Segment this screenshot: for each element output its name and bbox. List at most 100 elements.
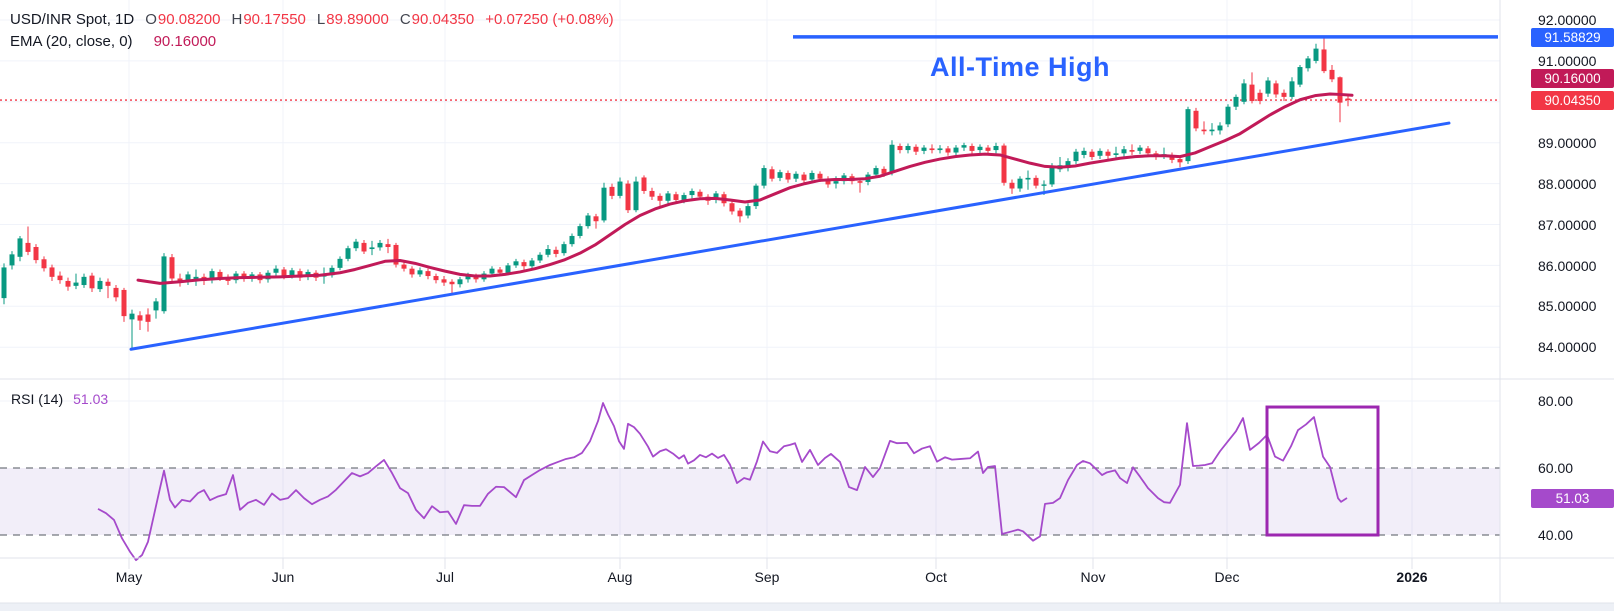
candle <box>745 203 751 219</box>
candle <box>1113 146 1119 159</box>
candle <box>65 277 71 291</box>
time-tick-label: Nov <box>1080 569 1106 585</box>
candle <box>1169 152 1175 164</box>
candle <box>1089 149 1095 160</box>
candle <box>409 266 415 278</box>
ohlc-item: H 90.17550 <box>231 11 305 28</box>
ohlc-key: L <box>316 10 326 28</box>
candle <box>273 265 279 277</box>
candle <box>121 287 127 322</box>
price-badge: 90.04350 <box>1531 90 1614 110</box>
candle <box>1265 77 1271 97</box>
trendline[interactable] <box>129 121 1451 351</box>
candle <box>1209 123 1215 136</box>
candle <box>513 258 519 268</box>
candle <box>633 176 639 213</box>
price-tick-label: 92.00000 <box>1538 12 1597 28</box>
symbol-title[interactable]: USD/INR Spot, 1D <box>10 10 135 28</box>
candle <box>993 142 999 154</box>
candle <box>1057 157 1063 173</box>
candle <box>353 238 359 252</box>
candle <box>73 273 79 290</box>
candle <box>1257 89 1263 105</box>
candle <box>889 140 895 176</box>
candle <box>977 144 983 154</box>
candle <box>521 259 527 270</box>
candles-series <box>1 37 1351 349</box>
candle <box>569 233 575 247</box>
candle <box>9 251 15 270</box>
price-badge: 90.16000 <box>1531 68 1614 88</box>
candle <box>1105 149 1111 160</box>
change-value: +0.07250 (+0.08%) <box>485 10 614 28</box>
candle <box>1217 122 1223 135</box>
ohlc-value: 90.08200 <box>157 10 221 28</box>
ohlc-item: O 90.08200 <box>145 11 220 28</box>
candle <box>401 261 407 272</box>
candle <box>1001 143 1007 186</box>
time-tick-label: Dec <box>1214 569 1240 585</box>
rsi-line[interactable] <box>97 402 1348 562</box>
candle <box>1241 79 1247 105</box>
rsi-tick-label: 60.00 <box>1538 460 1574 476</box>
candle <box>1193 107 1199 132</box>
rsi-highlight-rect[interactable] <box>1265 405 1380 537</box>
time-tick-label: Sep <box>754 569 780 585</box>
candle <box>529 258 535 269</box>
rsi-indicator-value: 51.03 <box>73 391 109 407</box>
candle <box>209 268 215 284</box>
all-time-high-annotation[interactable]: All-Time High <box>930 52 1111 82</box>
candle <box>377 240 383 251</box>
candle <box>449 279 455 295</box>
candle <box>1329 64 1335 83</box>
price-tick-label: 88.00000 <box>1538 176 1597 192</box>
candle <box>1017 176 1023 192</box>
candle <box>929 144 935 154</box>
candle <box>801 172 807 184</box>
candle <box>129 309 135 349</box>
price-badge: 51.03 <box>1531 488 1614 508</box>
gridlines <box>0 0 1500 569</box>
candle <box>609 183 615 200</box>
rsi-tick-label: 80.00 <box>1538 393 1574 409</box>
candle <box>433 273 439 284</box>
candle <box>753 183 759 209</box>
rsi-indicator-label[interactable]: RSI (14) <box>11 391 64 407</box>
ohlc-value: 89.89000 <box>326 10 389 28</box>
candle <box>561 241 567 256</box>
price-tick-label: 85.00000 <box>1538 298 1597 314</box>
candle <box>1065 158 1071 172</box>
candle <box>1281 89 1287 101</box>
candle <box>137 311 143 331</box>
candle <box>49 264 55 281</box>
candle <box>1305 55 1311 72</box>
ohlc-key: O <box>145 10 157 28</box>
ohlc-key: C <box>399 10 411 28</box>
candle <box>593 213 599 229</box>
candle <box>1313 43 1319 64</box>
candle <box>953 145 959 156</box>
ema-line[interactable] <box>136 92 1354 285</box>
candle <box>1289 77 1295 100</box>
candle <box>945 145 951 156</box>
candle <box>769 166 775 182</box>
candle <box>1201 121 1207 135</box>
candle <box>1129 144 1135 155</box>
candle <box>1273 80 1279 98</box>
candle <box>577 223 583 239</box>
candle <box>625 180 631 214</box>
price-tick-label: 84.00000 <box>1538 339 1597 355</box>
candle <box>601 182 607 223</box>
price-badge: 91.58829 <box>1531 27 1614 47</box>
candle <box>825 176 831 188</box>
candle <box>337 256 343 271</box>
candle <box>1161 147 1167 160</box>
ema-indicator-label[interactable]: EMA (20, close, 0) <box>10 32 133 50</box>
candle <box>897 143 903 154</box>
candle <box>1009 179 1015 194</box>
candle <box>649 187 655 200</box>
candle <box>761 165 767 189</box>
candle <box>665 190 671 205</box>
